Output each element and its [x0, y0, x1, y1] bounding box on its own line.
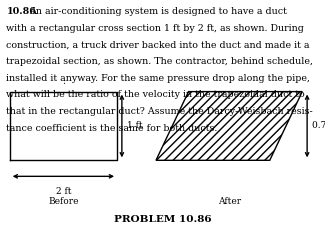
Text: 2 ft: 2 ft: [56, 187, 71, 196]
Text: 1 ft: 1 ft: [127, 121, 142, 131]
Text: construction, a truck driver backed into the duct and made it a: construction, a truck driver backed into…: [6, 40, 310, 49]
Text: After: After: [217, 197, 241, 206]
Text: PROBLEM 10.86: PROBLEM 10.86: [114, 215, 211, 224]
Text: tance coefficient is the same for both ducts.: tance coefficient is the same for both d…: [6, 124, 218, 133]
Text: trapezoidal section, as shown. The contractor, behind schedule,: trapezoidal section, as shown. The contr…: [6, 57, 314, 66]
Text: :: :: [62, 77, 65, 86]
Text: Before: Before: [48, 197, 79, 206]
Text: with a rectangular cross section 1 ft by 2 ft, as shown. During: with a rectangular cross section 1 ft by…: [6, 24, 305, 33]
Text: what will be the ratio of the velocity in the trapezoidal duct to: what will be the ratio of the velocity i…: [6, 90, 305, 99]
Text: installed it anyway. For the same pressure drop along the pipe,: installed it anyway. For the same pressu…: [6, 74, 310, 83]
Text: 0.70 ft: 0.70 ft: [312, 121, 325, 131]
Text: that in the rectangular duct? Assume the Darcy-Weisbach resis-: that in the rectangular duct? Assume the…: [6, 107, 313, 116]
Text: An air-conditioning system is designed to have a duct: An air-conditioning system is designed t…: [29, 7, 287, 16]
Text: 10.86: 10.86: [6, 7, 36, 16]
